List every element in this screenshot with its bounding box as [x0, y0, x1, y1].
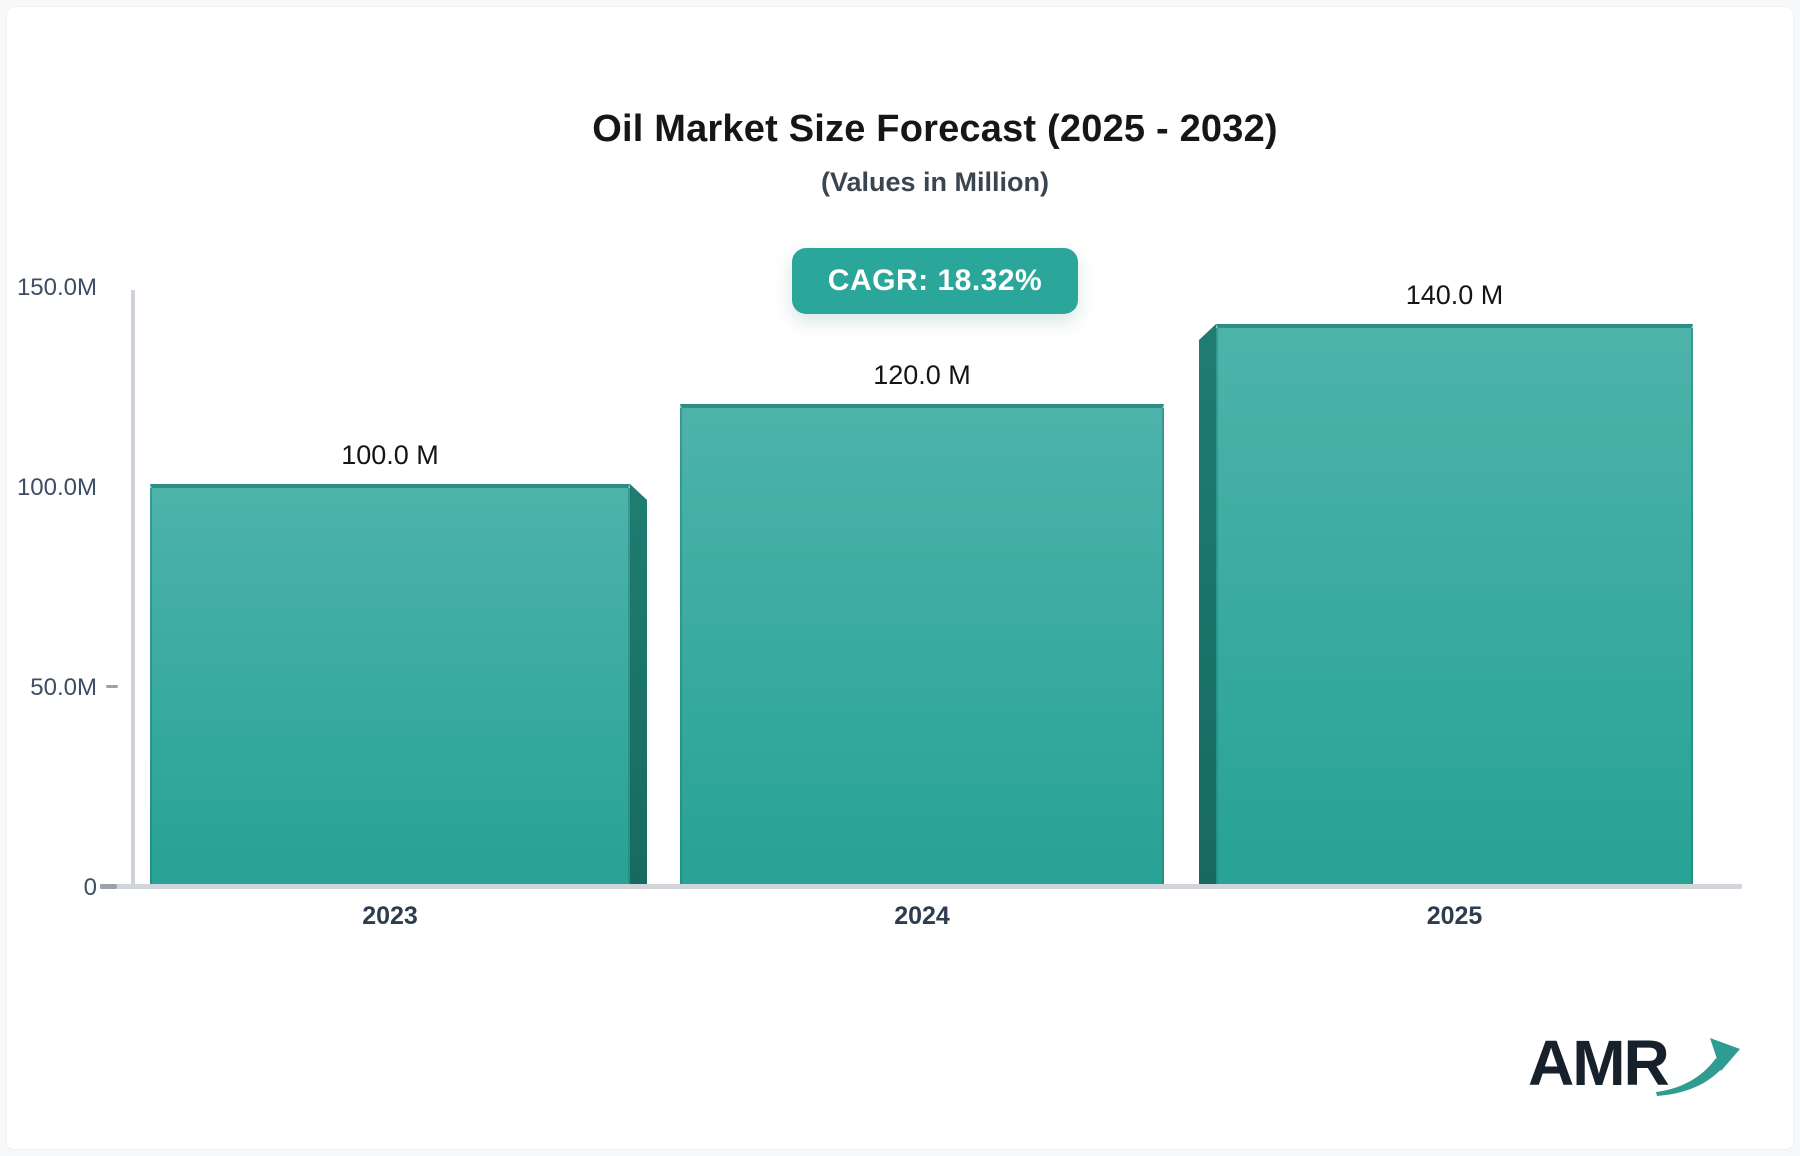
y-tick-label: 100.0M [16, 474, 97, 501]
growth-arrow-icon [1655, 1038, 1740, 1096]
chart-subtitle: (Values in Million) [820, 167, 1050, 197]
bar-2024[interactable] [680, 404, 1164, 884]
bar-value-label: 100.0 M [341, 440, 439, 470]
x-axis-label-2023: 2023 [362, 902, 418, 930]
bar-2025[interactable] [1216, 324, 1693, 884]
x-axis-line [100, 884, 1742, 889]
brand-logo: AMR [1528, 1026, 1742, 1100]
cagr-badge: CAGR: 18.32% [791, 248, 1079, 314]
chart-header: Oil Market Size Forecast (2025 - 2032) (… [130, 0, 1740, 314]
y-tick-label: 50.0M [30, 674, 97, 701]
bar-side-3d [1199, 324, 1216, 884]
y-axis-line [131, 290, 135, 889]
y-tick-mark [106, 684, 118, 688]
bar-2023[interactable] [150, 484, 630, 884]
y-tick-label: 0 [83, 874, 97, 901]
brand-logo-text: AMR [1528, 1027, 1670, 1099]
y-tick-label: 150.0M [16, 274, 97, 301]
y-tick-mark [100, 883, 117, 889]
chart-title: Oil Market Size Forecast (2025 - 2032) [592, 108, 1278, 150]
bar-value-label: 120.0 M [873, 360, 971, 390]
bar-value-label: 140.0 M [1405, 280, 1504, 310]
x-axis-label-2025: 2025 [1426, 902, 1483, 930]
bar-side-3d [630, 484, 647, 884]
x-axis-label-2024: 2024 [894, 902, 950, 930]
